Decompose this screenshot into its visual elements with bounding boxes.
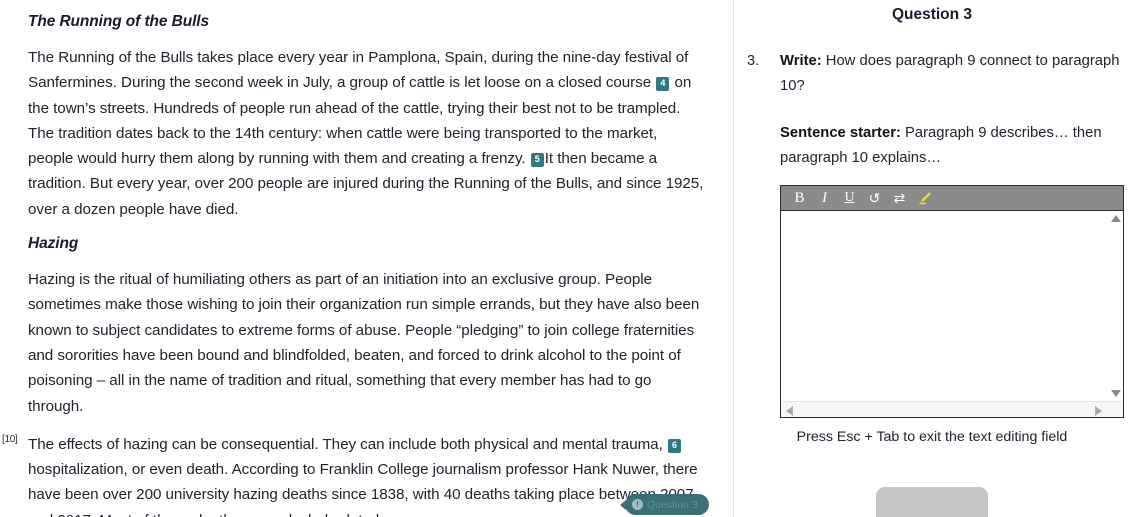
scroll-down-icon[interactable] <box>1111 390 1121 397</box>
page-title: Question 3 <box>891 6 973 23</box>
question-prompt-label: Write: <box>780 53 822 69</box>
passage-paragraph: The effects of hazing can be consequenti… <box>28 435 698 517</box>
scroll-up-icon[interactable] <box>1111 215 1121 222</box>
chip-pointer-icon <box>620 500 626 510</box>
scroll-left-icon[interactable] <box>786 406 793 416</box>
horizontal-scrollbar[interactable] <box>781 401 1123 417</box>
bold-button[interactable]: B <box>794 189 805 206</box>
undo-icon[interactable]: ↺ <box>868 190 881 206</box>
question-number: 3. <box>747 53 760 69</box>
answer-textarea[interactable] <box>781 211 1107 401</box>
redo-icon[interactable]: ⇄ <box>893 190 906 206</box>
rich-text-editor[interactable]: B I U ↺ ⇄ <box>780 185 1124 418</box>
question-prompt-text: How does paragraph 9 connect to paragrap… <box>780 53 1120 94</box>
italic-button[interactable]: I <box>822 189 827 206</box>
editor-area[interactable] <box>781 210 1123 417</box>
vertical-scrollbar[interactable] <box>1107 211 1123 401</box>
highlighter-icon[interactable] <box>912 186 937 210</box>
editor-hint-text: Press Esc + Tab to exit the text editing… <box>796 429 1068 445</box>
paragraph-block: Hazing is the ritual of humiliating othe… <box>28 267 705 419</box>
submit-button[interactable] <box>876 487 988 517</box>
sentence-starter-label: Sentence starter: <box>780 125 901 141</box>
question-pane: Question 3 3. Write: How does paragraph … <box>734 0 1130 517</box>
pane-divider <box>733 0 734 517</box>
info-icon: ! <box>632 499 643 510</box>
paragraph-block-10: [10] The effects of hazing can be conseq… <box>2 432 705 517</box>
question-tooltip-chip[interactable]: ! Question 3 <box>620 494 709 515</box>
passage-paragraph: The Running of the Bulls takes place eve… <box>28 49 704 218</box>
question-content: Write: How does paragraph 9 connect to p… <box>780 49 1122 171</box>
underline-button[interactable]: U <box>844 190 855 205</box>
question-prompt: Write: How does paragraph 9 connect to p… <box>780 49 1122 99</box>
paragraph-marker-6[interactable]: 6 <box>667 438 681 453</box>
editor-toolbar[interactable]: B I U ↺ ⇄ <box>781 186 1123 210</box>
question-body: 3. Write: How does paragraph 9 connect t… <box>742 49 1122 171</box>
sentence-starter-text: Paragraph 9 describes… then paragraph 10… <box>780 125 1102 166</box>
question-chip-label: Question 3 <box>647 498 698 511</box>
paragraph-block: The Running of the Bulls takes place eve… <box>28 45 705 222</box>
scroll-right-icon[interactable] <box>1095 406 1102 416</box>
sentence-starter: Sentence starter: Paragraph 9 describes…… <box>780 121 1122 171</box>
paragraph-marker-5[interactable]: 5 <box>530 153 544 168</box>
passage-heading-hazing: Hazing <box>28 235 79 253</box>
passage-paragraph: Hazing is the ritual of humiliating othe… <box>28 271 700 415</box>
paragraph-marker-4[interactable]: 4 <box>656 77 670 92</box>
passage-content: The Running of the Bulls The Running of … <box>2 0 705 517</box>
reading-passage-pane[interactable]: The Running of the Bulls The Running of … <box>0 0 733 517</box>
paragraph-number-label: [10] <box>2 433 18 445</box>
passage-heading-running-of-the-bulls: The Running of the Bulls <box>28 13 209 30</box>
